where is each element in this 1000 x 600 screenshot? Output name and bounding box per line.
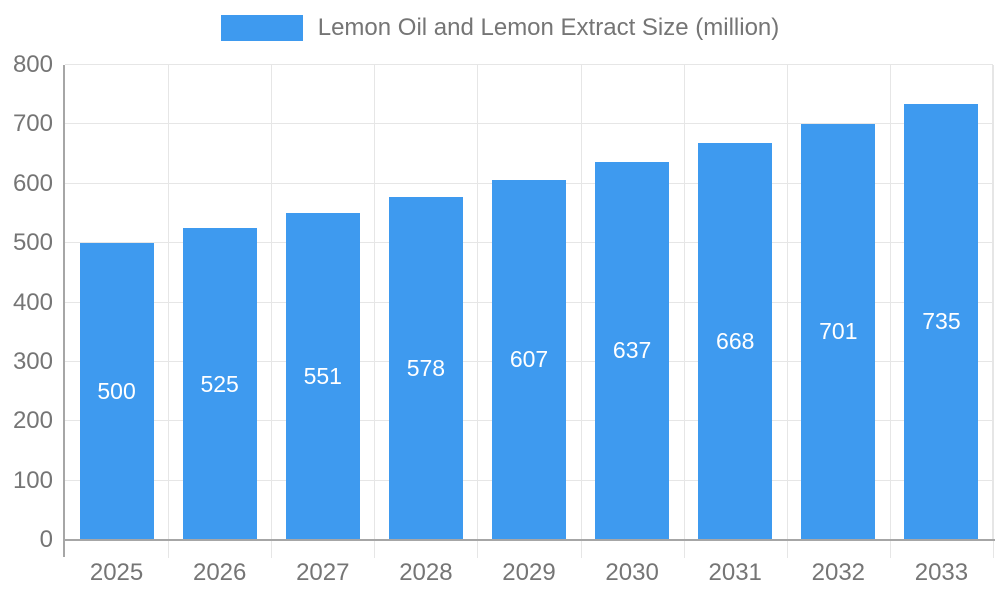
x-tick-label: 2025: [89, 559, 144, 586]
bar-value-label: 735: [922, 308, 961, 335]
bar-2026[interactable]: 525: [182, 228, 257, 540]
x-tick-label: 2029: [502, 559, 556, 586]
bar-value-label: 701: [819, 318, 858, 345]
bar-value-label: 551: [303, 362, 342, 389]
y-tick-label: 300: [12, 347, 53, 375]
gridline-vertical: [889, 65, 891, 558]
bar-2032[interactable]: 701: [801, 123, 876, 540]
gridline-vertical: [786, 65, 788, 558]
y-tick-label: 500: [12, 229, 53, 257]
legend-label: Lemon Oil and Lemon Extract Size (millio…: [317, 14, 780, 41]
bar-2028[interactable]: 578: [388, 196, 463, 540]
gridline-vertical: [271, 65, 273, 558]
bar-2030[interactable]: 637: [595, 161, 670, 540]
x-tick-label: 2028: [399, 559, 453, 586]
x-tick-label: 2033: [914, 559, 969, 586]
gridline-vertical: [374, 65, 376, 558]
x-tick-label: 2026: [192, 559, 247, 586]
gridline-vertical: [580, 65, 582, 558]
bar-value-label: 607: [509, 346, 549, 373]
gridline-horizontal: [65, 64, 993, 65]
bar-2027[interactable]: 551: [285, 212, 360, 540]
bar-value-label: 525: [200, 370, 239, 397]
gridline-vertical: [477, 65, 479, 558]
gridline-vertical: [993, 65, 994, 558]
x-axis-line: [63, 539, 995, 541]
y-tick-label: 100: [12, 466, 53, 494]
y-tick-label: 200: [12, 407, 53, 435]
gridline-horizontal: [65, 123, 993, 125]
bar-2025[interactable]: 500: [79, 243, 154, 540]
bar-value-label: 668: [716, 328, 755, 355]
x-tick-label: 2031: [708, 559, 762, 586]
gridline-vertical: [168, 65, 170, 558]
y-axis-line: [63, 65, 65, 557]
bar-2029[interactable]: 607: [492, 179, 566, 540]
x-tick-label: 2030: [605, 559, 659, 586]
bar-value-label: 637: [612, 337, 652, 364]
y-tick-label: 800: [12, 51, 53, 78]
x-tick-label: 2027: [296, 559, 350, 586]
plot-right-border: [992, 65, 993, 540]
y-tick-label: 700: [12, 110, 53, 138]
legend-swatch: [220, 15, 303, 41]
y-tick-label: 600: [12, 169, 53, 197]
bar-2033[interactable]: 735: [904, 103, 979, 540]
bar-2031[interactable]: 668: [698, 143, 773, 540]
y-tick-label: 0: [39, 526, 53, 553]
x-tick-label: 2032: [811, 559, 866, 586]
y-tick-label: 400: [12, 288, 53, 316]
gridline-vertical: [683, 65, 685, 558]
legend[interactable]: Lemon Oil and Lemon Extract Size (millio…: [0, 15, 1000, 41]
plot-area: 0 100 200 300 400 500 600 700 800 500 525 551 578 60…: [13, 53, 995, 586]
bar-value-label: 500: [97, 378, 136, 405]
bar-value-label: 578: [406, 354, 446, 381]
